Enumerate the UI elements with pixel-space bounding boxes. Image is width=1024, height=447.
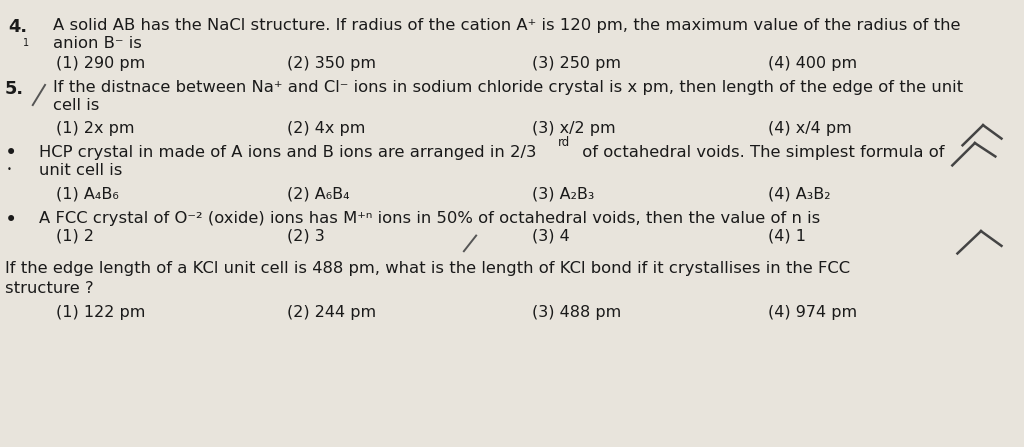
Text: unit cell is: unit cell is bbox=[39, 163, 122, 178]
Text: (1) A₄B₆: (1) A₄B₆ bbox=[56, 187, 119, 202]
Text: (1) 290 pm: (1) 290 pm bbox=[56, 56, 145, 71]
Text: (4) 400 pm: (4) 400 pm bbox=[768, 56, 857, 71]
Text: (3) A₂B₃: (3) A₂B₃ bbox=[532, 187, 595, 202]
Text: If the edge length of a KCl unit cell is 488 pm, what is the length of KCl bond : If the edge length of a KCl unit cell is… bbox=[5, 261, 850, 277]
Text: •: • bbox=[5, 210, 17, 230]
Text: of octahedral voids. The simplest formula of: of octahedral voids. The simplest formul… bbox=[577, 145, 944, 160]
Text: (4) A₃B₂: (4) A₃B₂ bbox=[768, 187, 830, 202]
Text: (2) 350 pm: (2) 350 pm bbox=[287, 56, 376, 71]
Text: •: • bbox=[7, 165, 12, 174]
Text: (2) 244 pm: (2) 244 pm bbox=[287, 305, 376, 320]
Text: anion B⁻ is: anion B⁻ is bbox=[53, 36, 142, 51]
Text: 4.: 4. bbox=[8, 18, 28, 36]
Text: (3) x/2 pm: (3) x/2 pm bbox=[532, 121, 616, 136]
Text: 5.: 5. bbox=[5, 80, 25, 98]
Text: (1) 122 pm: (1) 122 pm bbox=[56, 305, 145, 320]
Text: A solid AB has the NaCl structure. If radius of the cation A⁺ is 120 pm, the max: A solid AB has the NaCl structure. If ra… bbox=[53, 18, 961, 33]
Text: If the distnace between Na⁺ and Cl⁻ ions in sodium chloride crystal is x pm, the: If the distnace between Na⁺ and Cl⁻ ions… bbox=[53, 80, 964, 96]
Text: (3) 488 pm: (3) 488 pm bbox=[532, 305, 622, 320]
Text: 1: 1 bbox=[23, 38, 29, 48]
Text: (3) 4: (3) 4 bbox=[532, 229, 570, 244]
Text: (2) 3: (2) 3 bbox=[287, 229, 325, 244]
Text: (1) 2x pm: (1) 2x pm bbox=[56, 121, 135, 136]
Text: A FCC crystal of O⁻² (oxide) ions has M⁺ⁿ ions in 50% of octahedral voids, then : A FCC crystal of O⁻² (oxide) ions has M⁺… bbox=[39, 211, 820, 226]
Text: HCP crystal in made of A ions and B ions are arranged in 2/3: HCP crystal in made of A ions and B ions… bbox=[39, 145, 537, 160]
Text: cell is: cell is bbox=[53, 98, 99, 114]
Text: (4) x/4 pm: (4) x/4 pm bbox=[768, 121, 852, 136]
Text: •: • bbox=[5, 143, 17, 163]
Text: (3) 250 pm: (3) 250 pm bbox=[532, 56, 622, 71]
Text: (2) A₆B₄: (2) A₆B₄ bbox=[287, 187, 349, 202]
Text: (1) 2: (1) 2 bbox=[56, 229, 94, 244]
Text: (4) 1: (4) 1 bbox=[768, 229, 806, 244]
Text: rd: rd bbox=[558, 136, 570, 149]
Text: (4) 974 pm: (4) 974 pm bbox=[768, 305, 857, 320]
Text: structure ?: structure ? bbox=[5, 281, 94, 296]
Text: (2) 4x pm: (2) 4x pm bbox=[287, 121, 366, 136]
